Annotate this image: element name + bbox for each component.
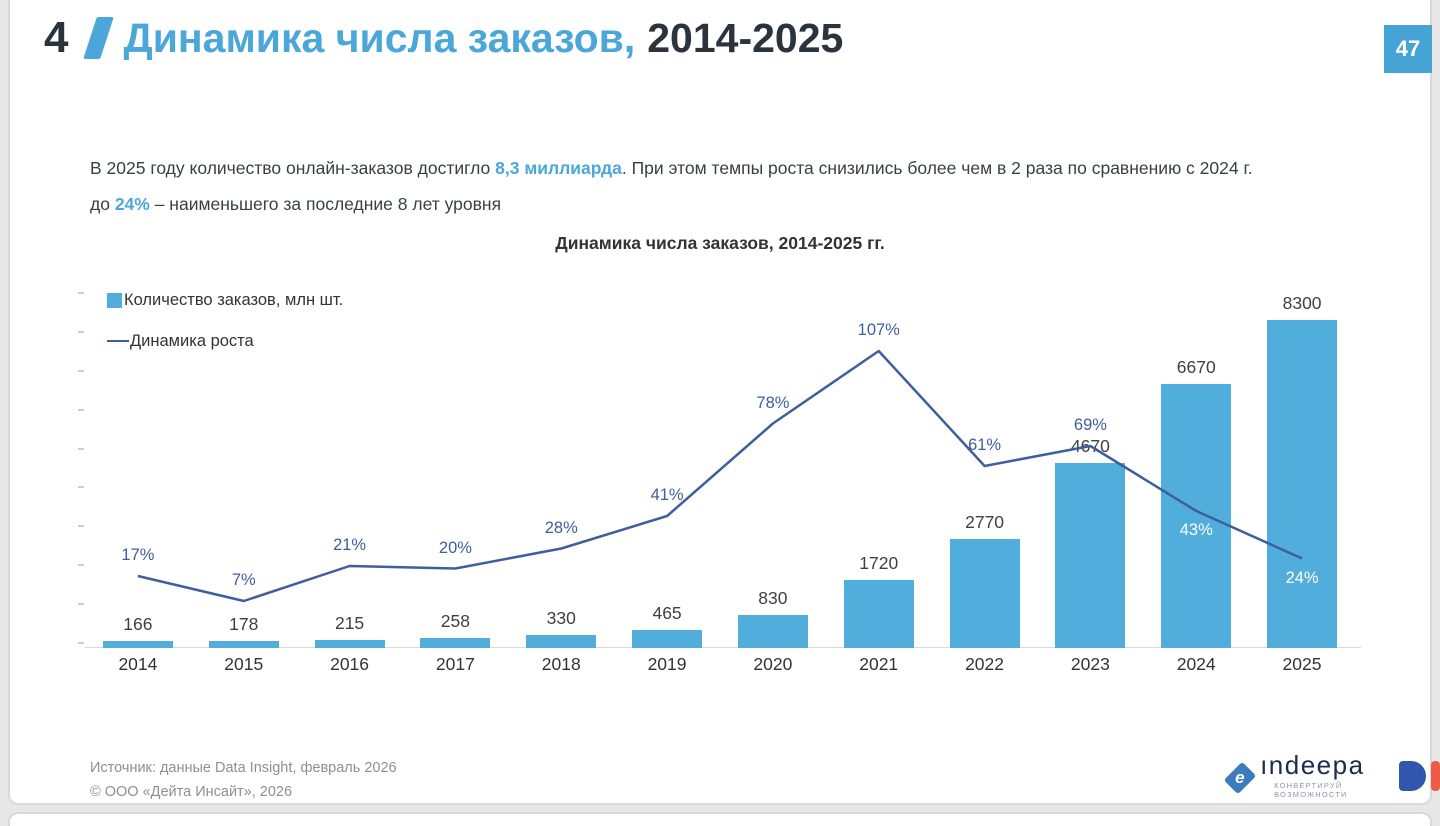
x-axis-label-2024: 2024	[1176, 654, 1216, 674]
y-axis-tick	[78, 564, 84, 567]
growth-pct-label: 41%	[650, 486, 684, 504]
legend-item-orders: Количество заказов, млн шт.	[107, 288, 343, 312]
growth-pct-label: 43%	[1179, 521, 1213, 539]
page-number-badge: 47	[1384, 25, 1432, 73]
bar-value-label: 166	[123, 614, 153, 635]
legend-label-orders: Количество заказов, млн шт.	[124, 290, 344, 309]
indeepa-logo: ındeepa КОНВЕРТИРУЙ ВОЗМОЖНОСТИ	[1260, 752, 1383, 799]
source-note: Источник: данные Data Insight, февраль 2…	[90, 760, 397, 776]
x-axis-label-2017: 2017	[435, 654, 475, 674]
bar-2016	[314, 639, 385, 648]
x-axis-label-2016: 2016	[330, 654, 370, 674]
x-axis-label-2015: 2015	[224, 654, 264, 674]
y-axis-tick	[78, 330, 84, 333]
copyright-note: © ООО «Дейта Инсайт», 2026	[90, 784, 293, 800]
di-logo-i-icon	[1431, 760, 1440, 791]
bar-2025	[1267, 320, 1338, 648]
x-axis-label-2021: 2021	[859, 654, 899, 674]
growth-pct-label: 61%	[968, 436, 1002, 454]
branding-block: e ındeepa КОНВЕРТИРУЙ ВОЗМОЖНОСТИ	[1223, 752, 1440, 799]
indeepa-tagline: КОНВЕРТИРУЙ ВОЗМОЖНОСТИ	[1274, 781, 1348, 799]
bar-value-label: 330	[546, 607, 576, 628]
legend-item-growth: Динамика роста	[107, 329, 343, 353]
y-axis-tick	[78, 408, 84, 411]
bar-2017	[420, 637, 491, 648]
bar-2018	[526, 634, 597, 648]
page-title-accent: Динамика числа заказов,	[123, 14, 636, 61]
y-axis-tick	[78, 292, 84, 294]
bar-2021	[843, 580, 914, 648]
bar-value-label: 4670	[1070, 436, 1110, 457]
chart-legend: Количество заказов, млн шт. Динамика рос…	[107, 288, 343, 370]
bar-2022	[949, 538, 1020, 648]
y-axis-tick	[78, 603, 84, 606]
summary-line: до 24% – наименьшего за последние 8 лет …	[90, 186, 1375, 222]
bar-swatch-icon	[107, 292, 122, 308]
chart-title: Динамика числа заказов, 2014-2025 гг.	[555, 233, 885, 253]
legend-label-growth: Динамика роста	[130, 331, 254, 350]
y-axis-tick	[78, 447, 84, 450]
y-axis-tick	[78, 486, 84, 489]
summary-text: – наименьшего за последние 8 лет уровня	[149, 194, 502, 214]
growth-pct-label: 7%	[231, 571, 256, 589]
x-axis-line	[85, 647, 1361, 648]
section-number: 4	[44, 13, 69, 62]
bar-value-label: 830	[758, 588, 788, 609]
growth-pct-label: 24%	[1285, 568, 1319, 587]
growth-pct-label: 28%	[544, 518, 578, 537]
line-swatch-icon	[107, 340, 129, 342]
bar-value-label: 258	[440, 610, 470, 631]
bar-value-label: 6670	[1176, 357, 1216, 378]
summary-highlight: 24%	[114, 194, 150, 214]
bar-value-label: 8300	[1282, 293, 1322, 313]
data-insight-logo	[1399, 760, 1440, 791]
next-page-peek	[8, 812, 1432, 826]
x-axis-label-2019: 2019	[647, 654, 687, 674]
growth-pct-label: 107%	[857, 321, 900, 339]
indeepa-icon-letter: e	[1235, 767, 1245, 787]
chart-plot: Количество заказов, млн шт. Динамика рос…	[78, 280, 1361, 648]
growth-pct-label: 21%	[333, 536, 367, 554]
bar-value-label: 465	[652, 602, 682, 623]
x-axis-label-2022: 2022	[965, 654, 1004, 674]
x-axis-label-2023: 2023	[1070, 654, 1110, 674]
growth-pct-label: 20%	[438, 538, 472, 557]
bar-2015	[208, 640, 279, 648]
slash-icon	[83, 17, 115, 59]
bar-2014	[102, 641, 173, 648]
summary-line: В 2025 году количество онлайн-заказов до…	[90, 150, 1375, 186]
bar-value-label: 2770	[965, 511, 1005, 532]
summary-text: В 2025 году количество онлайн-заказов до…	[90, 158, 496, 178]
bar-2020	[737, 615, 808, 648]
slide-header: 4 Динамика числа заказов, 2014-2025	[44, 16, 843, 60]
x-axis-label-2025: 2025	[1282, 654, 1322, 674]
x-axis-label-2020: 2020	[753, 654, 793, 674]
bar-value-label: 178	[229, 613, 259, 634]
summary-text: . При этом темпы роста снизились более ч…	[621, 158, 1253, 178]
summary-highlight: 8,3 миллиарда	[495, 158, 622, 178]
indeepa-wordmark: ındeepa	[1260, 750, 1365, 780]
growth-pct-label: 69%	[1073, 416, 1107, 434]
bar-value-label: 1720	[859, 553, 899, 574]
y-axis-tick	[78, 642, 84, 644]
y-axis-tick	[78, 525, 84, 528]
bar-2019	[632, 629, 703, 648]
bar-value-label: 215	[334, 612, 365, 633]
x-axis-label-2018: 2018	[541, 654, 581, 674]
bar-2024	[1161, 384, 1232, 648]
growth-pct-label: 78%	[756, 393, 790, 412]
slide-footer: Источник: данные Data Insight, февраль 2…	[90, 756, 397, 804]
x-axis-label-2014: 2014	[118, 654, 158, 674]
summary-text: до	[90, 194, 115, 214]
x-axis-labels: 2014 2015 2016 2017 2018 2019 2020 2021 2022 2023…	[85, 654, 1355, 675]
page-title-range: 2014-2025	[647, 14, 844, 61]
bar-2023	[1055, 463, 1126, 648]
y-axis-tick	[78, 369, 84, 372]
summary-paragraph: В 2025 году количество онлайн-заказов до…	[90, 150, 1375, 222]
di-logo-d-icon	[1399, 760, 1426, 791]
growth-pct-label: 17%	[121, 546, 155, 564]
